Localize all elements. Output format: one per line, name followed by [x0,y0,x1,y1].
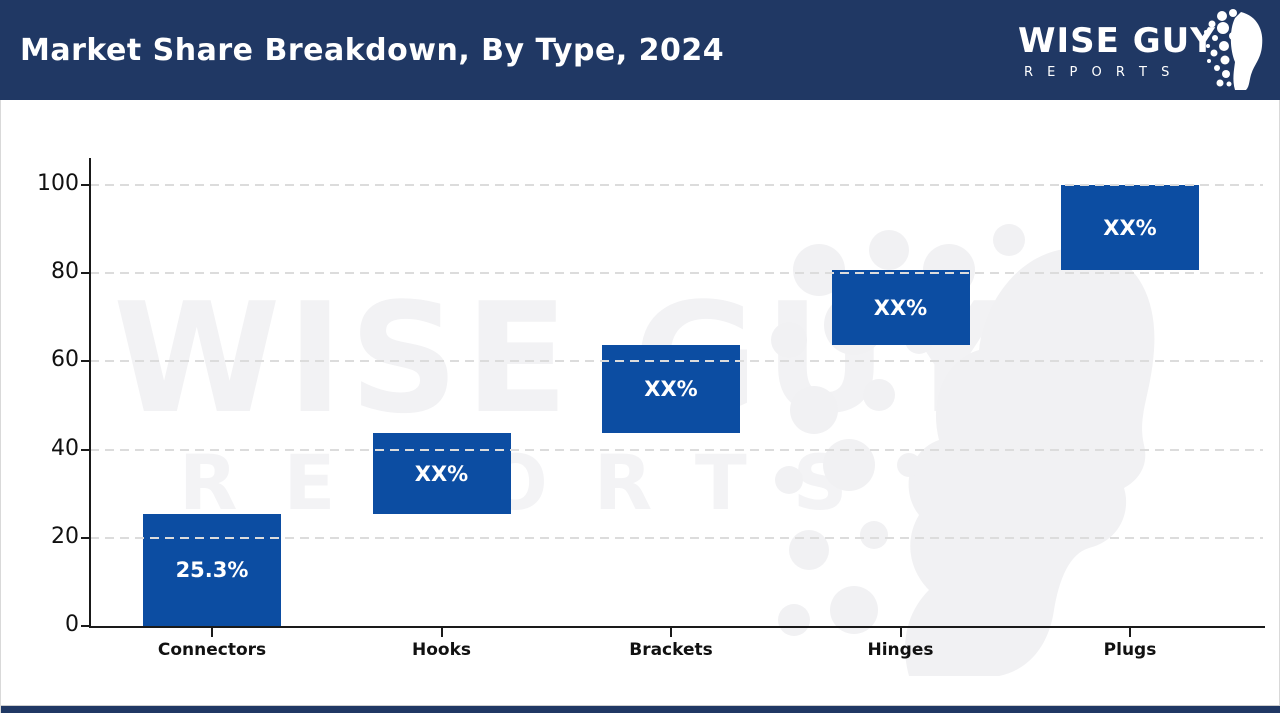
y-tick-80 [81,272,89,275]
bar-label-brackets: XX% [644,377,698,402]
bar-plugs: XX% [1061,185,1199,271]
logo-subtext: R E P O R T S [1024,65,1174,80]
category-label-connectors: Connectors [157,640,267,660]
x-tick-plugs [1129,628,1131,637]
x-axis-line [89,626,1265,628]
category-label-brackets: Brackets [629,640,713,660]
gridline-40 [90,448,1263,451]
x-tick-brackets [670,628,672,637]
x-tick-connectors [211,628,213,637]
plot-area: 0 20 40 60 80 100 25.3% Connectors XX% Hooks XX% Br… [1,100,1279,713]
bar-hooks: XX% [372,433,511,515]
y-tick-0 [81,625,89,627]
header-bar: Market Share Breakdown, By Type, 2024 WI… [0,0,1280,100]
chart-region: WISE GUY REPORTS [0,100,1280,713]
y-axis-line [89,158,91,628]
y-tick-20 [81,536,89,539]
gridline-80 [90,272,1263,275]
y-tick-label-60: 60 [51,347,79,373]
x-tick-hinges [899,628,902,637]
page-title: Market Share Breakdown, By Type, 2024 [20,32,725,68]
gridline-100 [90,184,1263,186]
x-tick-hooks [440,628,443,637]
wise-guy-logo: WISE GUY R E P O R T S [1018,9,1263,90]
bar-label-hooks: XX% [414,461,469,486]
bar-label-connectors: 25.3% [175,558,249,583]
bar-brackets: XX% [602,345,740,434]
category-label-hinges: Hinges [867,640,934,660]
y-tick-label-40: 40 [51,435,79,461]
logo-face-icon [1204,9,1263,90]
footer-bar [1,706,1280,713]
logo-wordmark: WISE GUY [1018,21,1216,61]
gridline-20 [90,536,1263,539]
y-tick-label-100: 100 [37,171,79,196]
y-tick-100 [81,184,89,186]
y-tick-60 [81,360,89,363]
bar-label-hinges: XX% [873,295,928,320]
category-label-hooks: Hooks [411,640,471,660]
bar-label-plugs: XX% [1103,215,1157,240]
y-tick-label-20: 20 [51,523,79,549]
y-tick-label-0: 0 [65,612,79,637]
y-tick-label-80: 80 [51,259,79,285]
gridline-60 [90,360,1263,363]
category-label-plugs: Plugs [1103,640,1157,660]
bar-connectors: 25.3% [143,514,281,626]
bar-hinges: XX% [831,270,970,346]
y-tick-40 [81,448,89,451]
bottom-hairline [1,705,1280,706]
